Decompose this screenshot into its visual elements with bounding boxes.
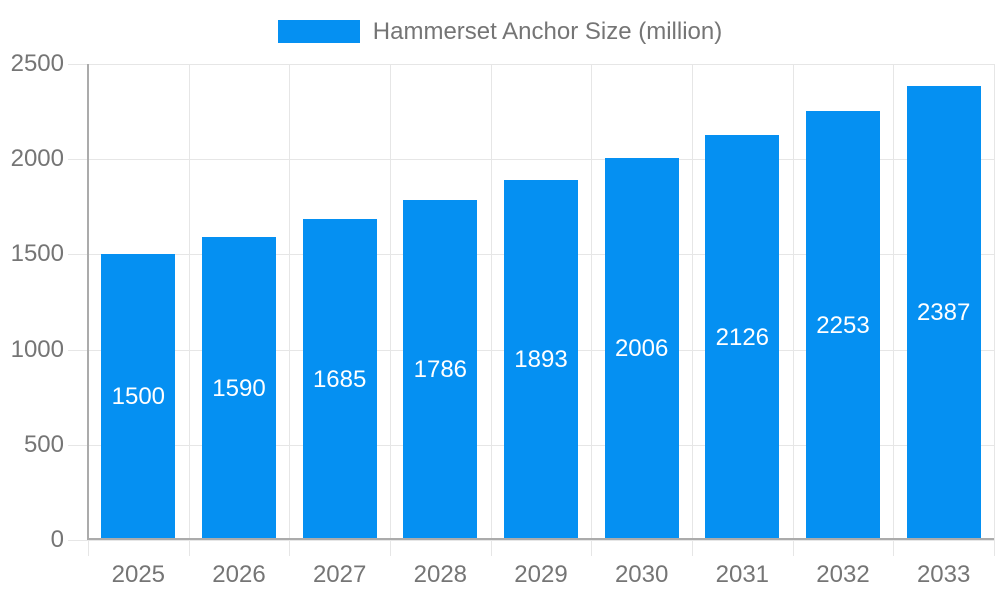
- x-axis-tick-label: 2025: [111, 561, 166, 588]
- bar-2032[interactable]: 2253: [806, 111, 880, 540]
- bar-value-label: 2387: [916, 298, 971, 326]
- bar-2030[interactable]: 2006: [604, 158, 679, 540]
- bar-value-label: 2253: [816, 311, 870, 339]
- y-gridline: [68, 159, 994, 161]
- y-axis-tick-label: 0: [50, 526, 64, 553]
- legend-label: Hammerset Anchor Size (million): [372, 18, 723, 45]
- x-axis-line: [87, 538, 994, 540]
- x-gridline: [389, 64, 391, 556]
- legend-swatch: [277, 20, 360, 43]
- y-axis-tick-label: 500: [23, 430, 64, 458]
- bar-value-label: 1685: [312, 365, 367, 393]
- bar-2025[interactable]: 1500: [101, 254, 176, 540]
- x-gridline: [289, 64, 291, 556]
- plot-area: 1500 1590 1685 1786 1893 2006 2126 2253 2387: [68, 64, 995, 556]
- x-axis-tick-label: 2032: [816, 561, 870, 588]
- x-axis-tick-label: 2028: [413, 561, 468, 588]
- bar-2028[interactable]: 1786: [403, 199, 478, 540]
- y-axis-tick-label: 2000: [10, 145, 64, 173]
- bar-value-label: 2126: [715, 323, 770, 351]
- bar-2031[interactable]: 2126: [705, 135, 780, 540]
- x-axis-tick-label: 2027: [312, 561, 367, 588]
- bar-2026[interactable]: 1590: [201, 237, 276, 540]
- bar-value-label: 1893: [514, 345, 568, 373]
- y-gridline: [68, 64, 994, 65]
- x-gridline: [893, 64, 895, 556]
- bar-2027[interactable]: 1685: [302, 219, 377, 540]
- bar-value-label: 1500: [111, 383, 166, 411]
- x-axis-tick-label: 2031: [715, 561, 770, 588]
- x-gridline: [490, 64, 492, 556]
- x-gridline: [591, 64, 593, 556]
- bar-value-label: 1786: [413, 355, 468, 383]
- y-axis-tick-label: 1500: [10, 240, 64, 268]
- y-axis-tick-label: 1000: [10, 335, 64, 363]
- legend-item[interactable]: Hammerset Anchor Size (million): [0, 19, 1000, 44]
- x-axis-tick-label: 2029: [514, 561, 568, 588]
- bar-value-label: 2006: [614, 335, 669, 363]
- bar-2033[interactable]: 2387: [906, 85, 981, 540]
- x-axis-tick-label: 2026: [212, 561, 266, 588]
- x-gridline: [188, 64, 190, 556]
- y-axis-line: [87, 64, 89, 540]
- y-axis-tick-label: 2500: [10, 50, 64, 77]
- x-gridline: [994, 64, 995, 556]
- x-axis-tick-label: 2033: [916, 561, 971, 588]
- x-gridline: [691, 64, 693, 556]
- bar-value-label: 1590: [212, 374, 266, 402]
- y-gridline: [68, 540, 994, 541]
- bar-2029[interactable]: 1893: [504, 179, 578, 540]
- x-gridline: [792, 64, 794, 556]
- x-axis-tick-label: 2030: [614, 561, 669, 588]
